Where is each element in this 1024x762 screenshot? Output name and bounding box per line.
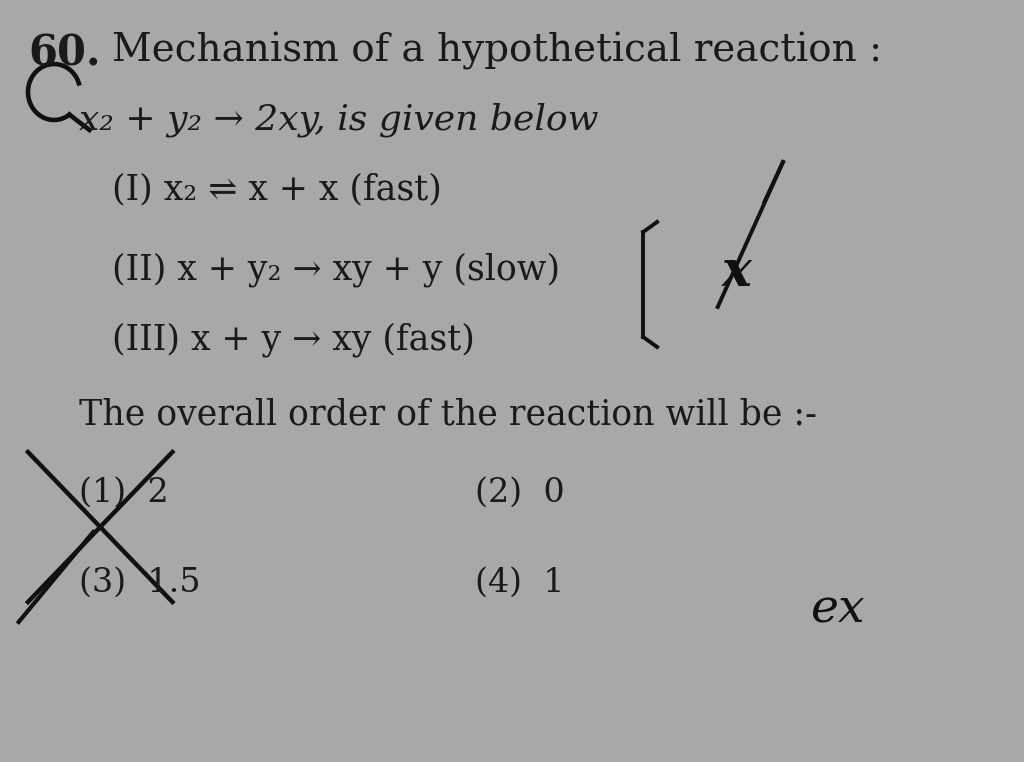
Text: (3)  1.5: (3) 1.5 bbox=[79, 567, 201, 599]
Text: Mechanism of a hypothetical reaction :: Mechanism of a hypothetical reaction : bbox=[112, 32, 882, 70]
Text: 60.: 60. bbox=[28, 32, 100, 74]
Text: (4)  1: (4) 1 bbox=[475, 567, 565, 599]
Text: (II) x + y₂ → xy + y (slow): (II) x + y₂ → xy + y (slow) bbox=[112, 252, 560, 287]
Text: ex: ex bbox=[811, 587, 865, 632]
Text: The overall order of the reaction will be :-: The overall order of the reaction will b… bbox=[79, 397, 817, 431]
Text: (2)  0: (2) 0 bbox=[475, 477, 565, 509]
Text: (III) x + y → xy (fast): (III) x + y → xy (fast) bbox=[112, 322, 475, 357]
Text: x₂ + y₂ → 2xy, is given below: x₂ + y₂ → 2xy, is given below bbox=[79, 102, 599, 136]
Text: x: x bbox=[722, 248, 752, 296]
Text: (I) x₂ ⇌ x + x (fast): (I) x₂ ⇌ x + x (fast) bbox=[112, 172, 441, 206]
Text: (1)  2: (1) 2 bbox=[79, 477, 169, 509]
